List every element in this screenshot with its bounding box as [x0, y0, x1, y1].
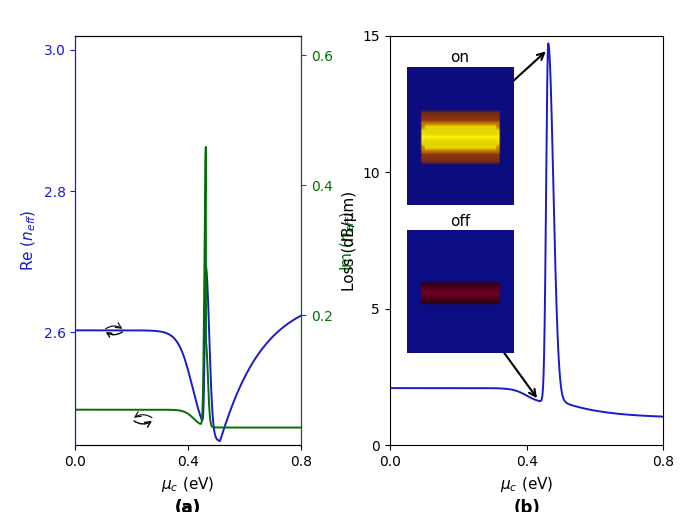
- Text: (a): (a): [175, 499, 201, 512]
- Y-axis label: Re ($n_{eff}$): Re ($n_{eff}$): [20, 210, 38, 271]
- Title: off: off: [450, 214, 470, 229]
- Text: (a): (a): [175, 499, 201, 512]
- X-axis label: $\mu_c$ (eV): $\mu_c$ (eV): [161, 475, 215, 494]
- Text: (b): (b): [513, 499, 540, 512]
- Y-axis label: Im ($n_{eff}$): Im ($n_{eff}$): [338, 210, 356, 271]
- Y-axis label: Loss (dB/μm): Loss (dB/μm): [342, 190, 357, 291]
- X-axis label: $\mu_c$ (eV): $\mu_c$ (eV): [500, 475, 553, 494]
- Title: on: on: [451, 50, 469, 66]
